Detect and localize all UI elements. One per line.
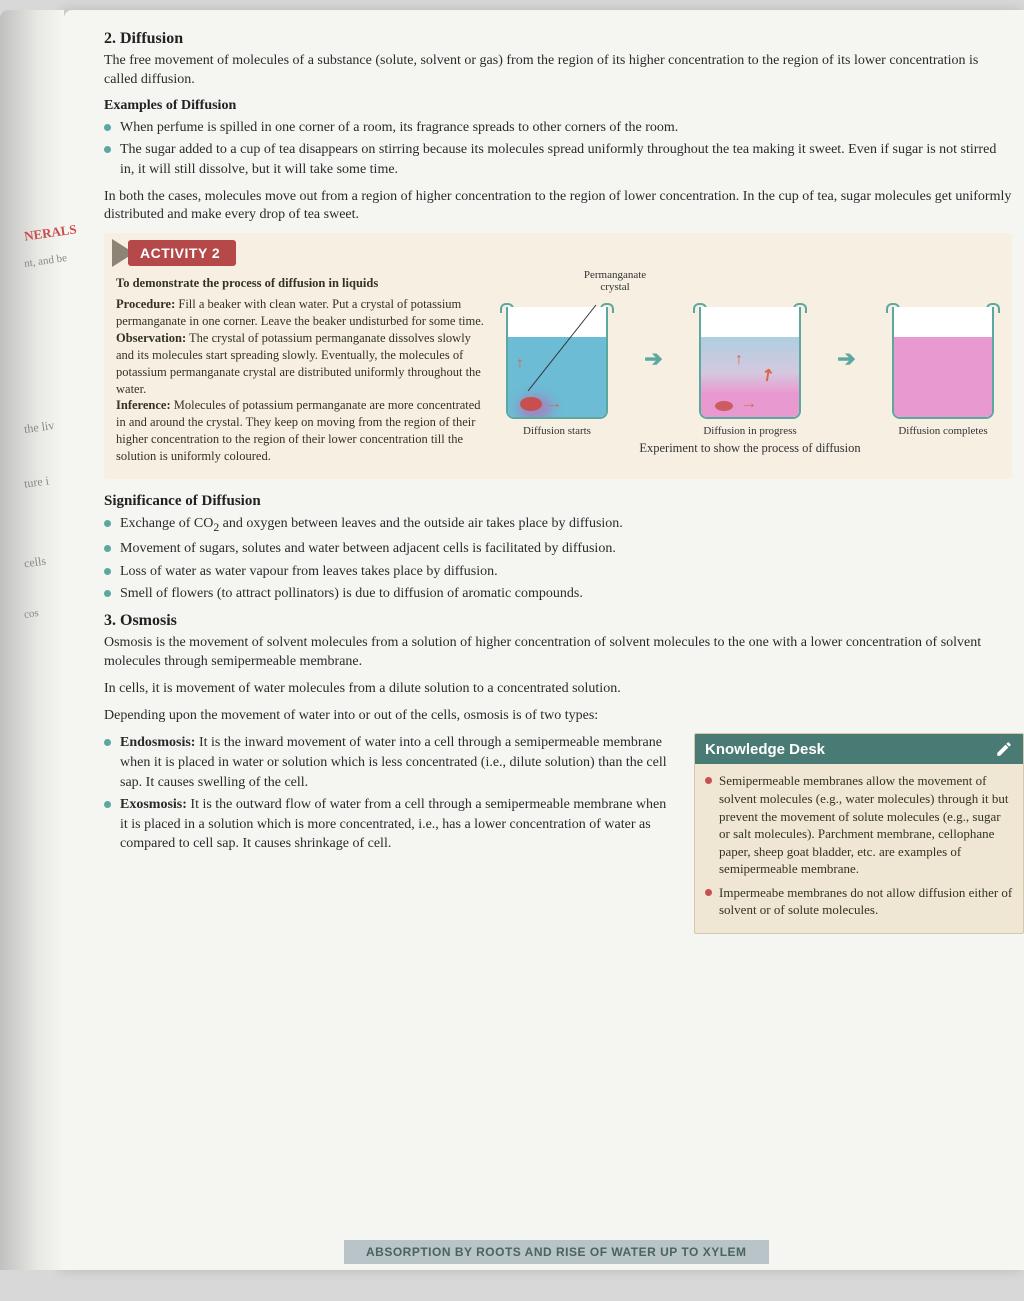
- example-item: The sugar added to a cup of tea disappea…: [104, 140, 1024, 179]
- exosmosis-label: Exosmosis:: [120, 797, 187, 812]
- section-title-osmosis: 3. Osmosis: [104, 612, 1024, 630]
- significance-item: Loss of water as water vapour from leave…: [104, 562, 1024, 582]
- exosmosis-text: It is the outward flow of water from a c…: [120, 797, 666, 851]
- osmosis-p3: Depending upon the movement of water int…: [104, 707, 1024, 726]
- kd-item: Impermeabe membranes do not allow diffus…: [705, 884, 1013, 919]
- textbook-page: NERALS nt, and be the liv ture i cells c…: [64, 10, 1024, 1270]
- figure-labels: Diffusion starts Diffusion in progress D…: [500, 423, 1000, 437]
- knowledge-desk-body: Semipermeable membranes allow the moveme…: [695, 764, 1023, 932]
- endosmosis-label: Endosmosis:: [120, 735, 195, 750]
- beaker-diagram-1: ↑ →: [502, 299, 612, 419]
- two-column-section: Endosmosis: It is the inward movement of…: [104, 733, 1024, 933]
- stage-label: Diffusion completes: [888, 425, 998, 437]
- page-curl: [0, 10, 64, 1270]
- endosmosis-item: Endosmosis: It is the inward movement of…: [104, 733, 678, 792]
- significance-heading: Significance of Diffusion: [104, 493, 1024, 510]
- osmosis-definition: Osmosis is the movement of solvent molec…: [104, 634, 1024, 672]
- exosmosis-item: Exosmosis: It is the outward flow of wat…: [104, 795, 678, 854]
- knowledge-desk-box: Knowledge Desk Semipermeable membranes a…: [694, 733, 1024, 933]
- significance-item: Smell of flowers (to attract pollinators…: [104, 584, 1024, 604]
- pen-icon: [995, 740, 1013, 758]
- annotation-crystal: Permanganate crystal: [570, 269, 660, 293]
- kd-item: Semipermeable membranes allow the moveme…: [705, 772, 1013, 877]
- activity-label: ACTIVITY 2: [128, 240, 236, 266]
- significance-list: Exchange of CO2 and oxygen between leave…: [104, 514, 1024, 604]
- beaker-diagram-2: ↑ ↗ →: [695, 299, 805, 419]
- knowledge-desk-header: Knowledge Desk: [695, 734, 1023, 764]
- arrow-icon: ➔: [644, 346, 662, 372]
- page-footer: ABSORPTION BY ROOTS AND RISE OF WATER UP…: [344, 1240, 769, 1264]
- significance-item: Movement of sugars, solutes and water be…: [104, 539, 1024, 559]
- osmosis-types-column: Endosmosis: It is the inward movement of…: [104, 733, 678, 862]
- osmosis-types-list: Endosmosis: It is the inward movement of…: [104, 733, 678, 854]
- figure-caption: Experiment to show the process of diffus…: [500, 441, 1000, 456]
- activity-figure: Permanganate crystal Water ↑ →: [500, 275, 1000, 465]
- endosmosis-text: It is the inward movement of water into …: [120, 735, 667, 789]
- examples-list: When perfume is spilled in one corner of…: [104, 118, 1024, 180]
- activity-pill: ACTIVITY 2: [112, 239, 236, 267]
- activity-text: To demonstrate the process of diffusion …: [116, 275, 486, 465]
- inference-text: Molecules of potassium permanganate are …: [116, 398, 481, 463]
- diffusion-definition: The free movement of molecules of a subs…: [104, 52, 1024, 90]
- inference-label: Inference:: [116, 398, 171, 412]
- activity-box: ACTIVITY 2 To demonstrate the process of…: [104, 233, 1012, 479]
- diffusion-para2: In both the cases, molecules move out fr…: [104, 188, 1024, 226]
- procedure-label: Procedure:: [116, 297, 175, 311]
- margin-text: cells: [23, 554, 47, 572]
- stage-label: Diffusion starts: [502, 425, 612, 437]
- knowledge-desk-title: Knowledge Desk: [705, 741, 825, 758]
- example-item: When perfume is spilled in one corner of…: [104, 118, 1024, 138]
- observation-label: Observation:: [116, 331, 186, 345]
- examples-heading: Examples of Diffusion: [104, 98, 1024, 114]
- beaker-diagram-3: [888, 299, 998, 419]
- margin-text: cos: [23, 607, 39, 621]
- stage-label: Diffusion in progress: [695, 425, 805, 437]
- activity-heading: To demonstrate the process of diffusion …: [116, 276, 378, 290]
- section-title-diffusion: 2. Diffusion: [104, 30, 1024, 48]
- osmosis-p2: In cells, it is movement of water molecu…: [104, 680, 1024, 699]
- significance-item: Exchange of CO2 and oxygen between leave…: [104, 514, 1024, 536]
- arrow-icon: ➔: [837, 346, 855, 372]
